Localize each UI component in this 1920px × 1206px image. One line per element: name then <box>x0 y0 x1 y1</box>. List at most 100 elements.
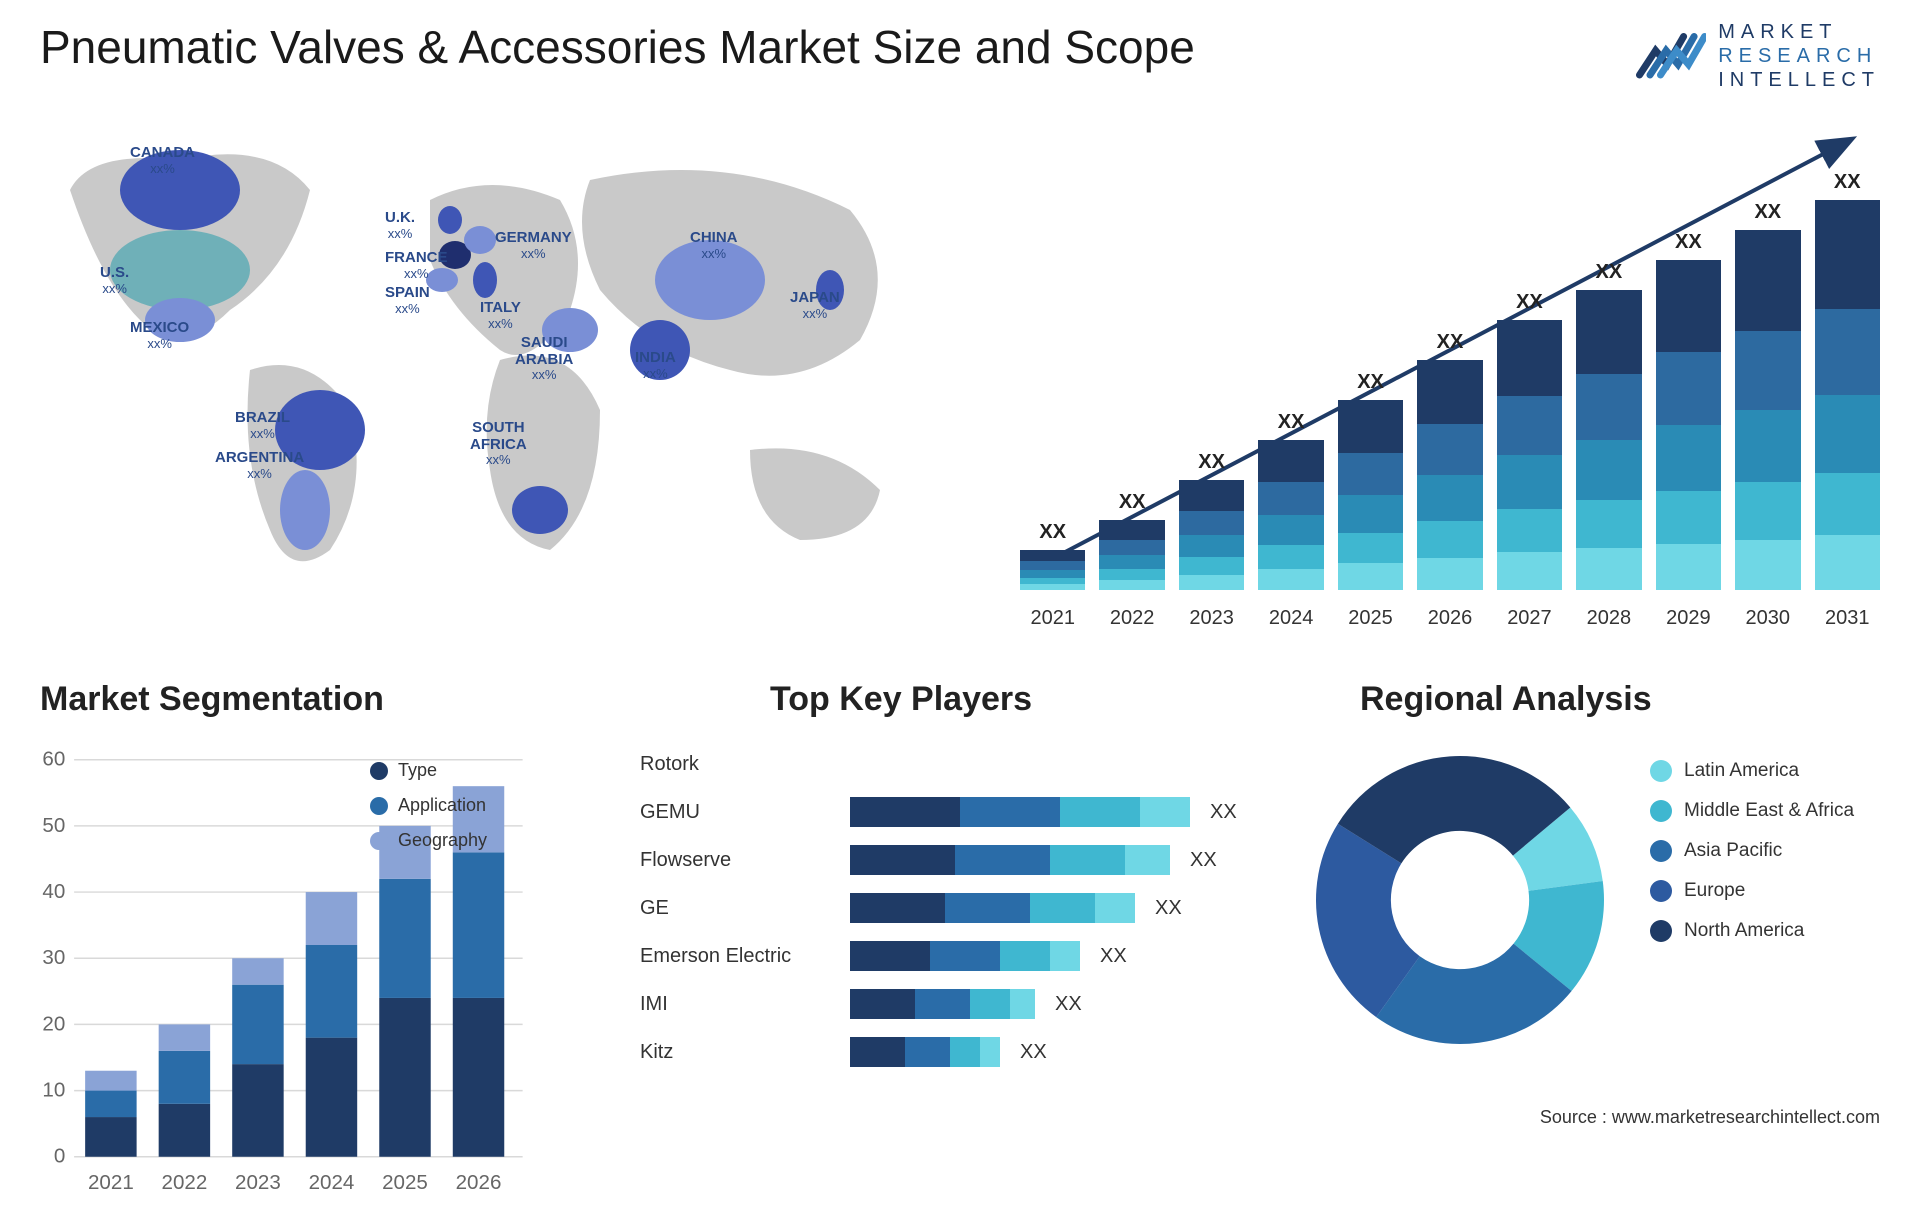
player-row: XX <box>850 884 1270 932</box>
growth-seg <box>1497 396 1562 455</box>
growth-bar: XX <box>1338 371 1403 590</box>
growth-top-label: XX <box>1516 291 1543 314</box>
seg-bar-seg <box>85 1071 136 1091</box>
svg-text:50: 50 <box>42 814 65 837</box>
growth-seg <box>1576 548 1641 590</box>
players-title: Top Key Players <box>770 680 1032 719</box>
growth-seg <box>1417 424 1482 475</box>
growth-year-label: 2023 <box>1179 607 1244 630</box>
growth-top-label: XX <box>1039 521 1066 544</box>
growth-seg <box>1735 331 1800 410</box>
growth-year-label: 2024 <box>1258 607 1323 630</box>
seg-bar-seg <box>453 998 504 1157</box>
growth-seg <box>1258 545 1323 569</box>
growth-top-label: XX <box>1596 261 1623 284</box>
player-bar-seg <box>850 989 915 1019</box>
map-label-china: CHINAxx% <box>690 230 738 261</box>
player-bar-seg <box>980 1037 1000 1067</box>
player-bar-seg <box>1050 941 1080 971</box>
seg-bar-seg <box>85 1091 136 1117</box>
map-label-brazil: BRAZILxx% <box>235 410 290 441</box>
map-label-uk: U.K.xx% <box>385 210 415 241</box>
player-value: XX <box>1100 945 1127 968</box>
growth-seg <box>1815 395 1880 473</box>
regional-legend-item: Middle East & Africa <box>1650 800 1854 822</box>
player-row <box>850 740 1270 788</box>
seg-legend-item: Application <box>370 795 487 816</box>
player-row: XX <box>850 1028 1270 1076</box>
growth-bar: XX <box>1576 261 1641 590</box>
growth-seg <box>1338 563 1403 590</box>
map-svg <box>30 110 950 630</box>
player-bar-seg <box>850 797 960 827</box>
growth-seg <box>1338 400 1403 453</box>
map-country-argentina <box>280 470 330 550</box>
growth-seg <box>1815 309 1880 395</box>
legend-label: Europe <box>1684 880 1745 902</box>
growth-year-label: 2031 <box>1815 607 1880 630</box>
growth-seg <box>1179 480 1244 511</box>
svg-text:2026: 2026 <box>456 1171 502 1194</box>
seg-bar-seg <box>306 945 357 1038</box>
player-name: GE <box>640 884 840 932</box>
svg-text:60: 60 <box>42 748 65 771</box>
growth-seg <box>1417 475 1482 521</box>
player-bar-seg <box>930 941 1000 971</box>
growth-year-label: 2027 <box>1497 607 1562 630</box>
growth-seg <box>1179 535 1244 557</box>
growth-bar: XX <box>1258 411 1323 590</box>
player-bar <box>850 941 1080 971</box>
growth-top-label: XX <box>1278 411 1305 434</box>
growth-top-label: XX <box>1834 171 1861 194</box>
growth-seg <box>1576 290 1641 374</box>
seg-bar-seg <box>159 1024 210 1050</box>
growth-seg <box>1656 352 1721 425</box>
map-country-southafrica <box>512 486 568 534</box>
player-bar <box>850 989 1035 1019</box>
player-bar-seg <box>905 1037 950 1067</box>
growth-seg <box>1179 511 1244 535</box>
growth-top-label: XX <box>1754 201 1781 224</box>
legend-label: Latin America <box>1684 760 1799 782</box>
brand-logo: MARKET RESEARCH INTELLECT <box>1636 20 1880 92</box>
map-label-germany: GERMANYxx% <box>495 230 572 261</box>
svg-text:2023: 2023 <box>235 1171 281 1194</box>
legend-label: Type <box>398 760 437 781</box>
map-country-germany <box>464 226 496 254</box>
legend-swatch-icon <box>1650 800 1672 822</box>
logo-text: MARKET RESEARCH INTELLECT <box>1718 20 1880 92</box>
map-label-india: INDIAxx% <box>635 350 676 381</box>
player-bar-seg <box>1050 845 1125 875</box>
growth-top-label: XX <box>1198 451 1225 474</box>
source-label: Source : www.marketresearchintellect.com <box>1540 1107 1880 1128</box>
growth-seg <box>1099 569 1164 580</box>
player-name: Flowserve <box>640 836 840 884</box>
player-value: XX <box>1020 1041 1047 1064</box>
legend-swatch-icon <box>370 762 388 780</box>
map-country-uk <box>438 206 462 234</box>
growth-seg <box>1735 410 1800 482</box>
seg-legend-item: Type <box>370 760 487 781</box>
regional-donut <box>1300 740 1620 1060</box>
player-bar-seg <box>1140 797 1190 827</box>
legend-swatch-icon <box>1650 840 1672 862</box>
growth-seg <box>1258 482 1323 515</box>
player-bar-seg <box>1095 893 1135 923</box>
growth-seg <box>1656 425 1721 491</box>
svg-text:30: 30 <box>42 946 65 969</box>
player-value: XX <box>1190 849 1217 872</box>
growth-seg <box>1497 455 1562 509</box>
growth-seg <box>1258 569 1323 590</box>
map-label-japan: JAPANxx% <box>790 290 840 321</box>
growth-seg <box>1179 557 1244 575</box>
growth-seg <box>1576 374 1641 440</box>
growth-seg <box>1497 320 1562 396</box>
growth-year-label: 2022 <box>1099 607 1164 630</box>
svg-text:2025: 2025 <box>382 1171 428 1194</box>
player-bar-seg <box>945 893 1030 923</box>
seg-bar-seg <box>306 892 357 945</box>
growth-seg <box>1258 440 1323 482</box>
growth-seg <box>1735 540 1800 590</box>
regional-legend-item: North America <box>1650 920 1854 942</box>
map-label-us: U.S.xx% <box>100 265 129 296</box>
